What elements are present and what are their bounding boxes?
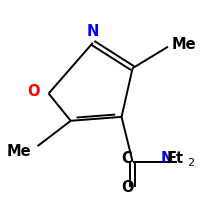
Text: C: C: [122, 151, 132, 166]
Text: O: O: [27, 84, 39, 99]
Text: Et: Et: [167, 151, 184, 166]
Text: N: N: [160, 151, 173, 166]
Text: O: O: [121, 180, 133, 195]
Text: 2: 2: [187, 158, 194, 168]
Text: N: N: [87, 24, 99, 39]
Text: Me: Me: [171, 37, 196, 52]
Text: Me: Me: [7, 144, 31, 159]
